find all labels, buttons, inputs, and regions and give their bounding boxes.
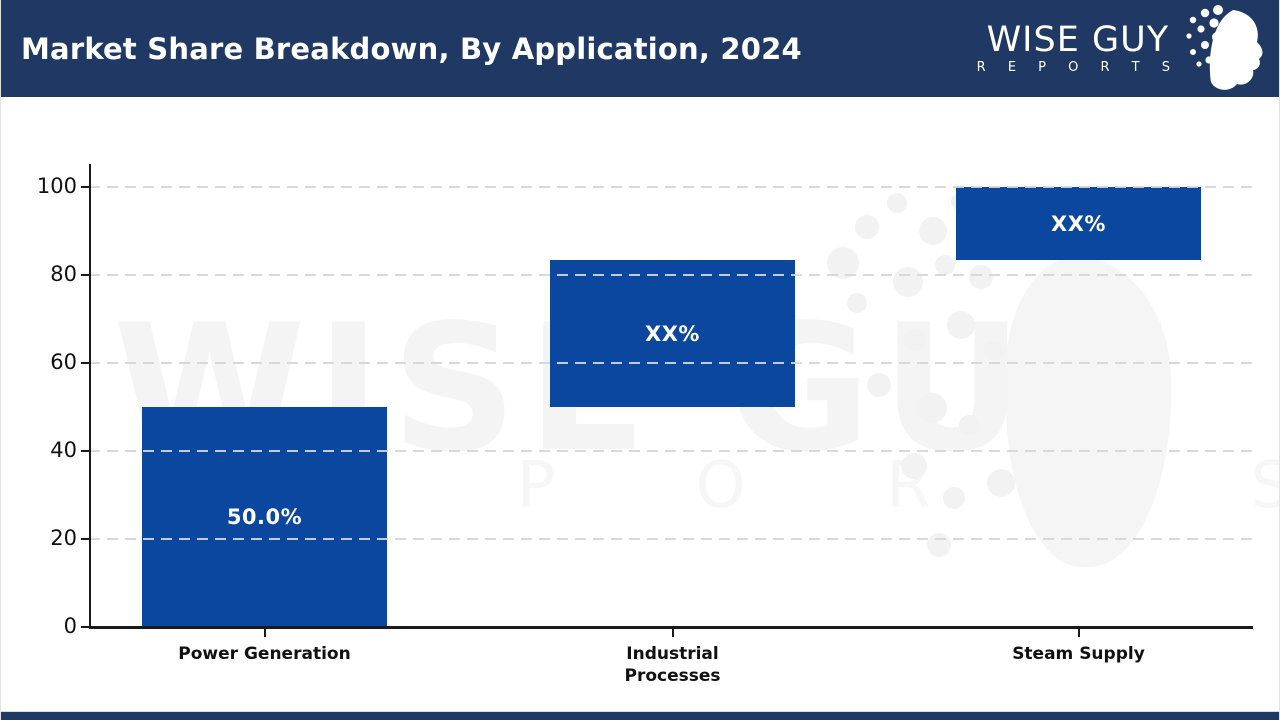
y-tick-label-60: 60 xyxy=(50,349,77,374)
gridline-60 xyxy=(89,361,1256,364)
y-tick-100 xyxy=(81,186,89,188)
logo-subtitle: R E P O R T S xyxy=(976,60,1179,76)
watermark-dot xyxy=(919,217,947,245)
y-tick-label-40: 40 xyxy=(50,437,77,462)
watermark-dot xyxy=(927,533,951,557)
header-bar: Market Share Breakdown, By Application, … xyxy=(1,0,1279,97)
y-tick-label-0: 0 xyxy=(63,613,77,638)
watermark-dot xyxy=(917,393,947,423)
y-tick-40 xyxy=(81,449,89,452)
watermark-dot xyxy=(969,265,993,289)
watermark-dot xyxy=(903,329,925,351)
x-category-label-steam-supply: Steam Supply xyxy=(1012,643,1145,664)
gridline-40 xyxy=(89,449,1256,452)
footer-bar xyxy=(1,712,1279,720)
chart-plot-area: WISE GUY R E P O R T S 0 20 40 60 80 100 50.0%… xyxy=(1,97,1279,712)
bar-industrial-processes: XX% xyxy=(550,260,795,407)
watermark-dot xyxy=(855,215,879,239)
bar-value-label: XX% xyxy=(1051,211,1106,236)
x-axis xyxy=(89,625,1253,629)
watermark-dot xyxy=(867,373,891,397)
wise-guy-reports-logo: WISE GUY R E P O R T S xyxy=(976,4,1279,94)
watermark-dot xyxy=(959,415,979,435)
gridline-80 xyxy=(89,273,1256,276)
x-tick-3 xyxy=(1077,628,1080,637)
y-tick-0 xyxy=(81,625,89,628)
x-category-label-industrial-processes: Industrial Processes xyxy=(624,643,721,686)
page-title: Market Share Breakdown, By Application, … xyxy=(21,31,802,66)
y-tick-label-100: 100 xyxy=(36,174,77,198)
watermark-face-silhouette xyxy=(1006,257,1171,567)
logo-wordmark: WISE GUY xyxy=(986,19,1170,60)
bar-value-label: XX% xyxy=(645,321,700,346)
y-axis xyxy=(89,164,91,628)
bar-value-label: 50.0% xyxy=(226,504,303,529)
bottom-divider xyxy=(1,711,1279,712)
watermark-dot xyxy=(901,453,927,479)
watermark-dot xyxy=(943,487,965,509)
gridline-20 xyxy=(89,537,1256,540)
bar-power-generation: 50.0% xyxy=(142,406,387,627)
watermark-dot xyxy=(983,341,1003,361)
x-category-label-power-generation: Power Generation xyxy=(178,643,351,664)
watermark-dot xyxy=(887,193,907,213)
y-tick-80 xyxy=(81,273,89,276)
x-tick-1 xyxy=(263,628,266,637)
watermark-dot xyxy=(947,311,975,339)
watermark-dot xyxy=(893,267,923,297)
watermark-dot xyxy=(827,247,859,279)
watermark-dot xyxy=(935,255,955,275)
y-tick-label-20: 20 xyxy=(50,525,77,550)
logo-text: WISE GUY R E P O R T S xyxy=(976,19,1179,76)
logo-face-icon xyxy=(1186,4,1263,90)
y-tick-60 xyxy=(81,361,89,364)
watermark-dot xyxy=(987,469,1015,497)
gridline-100 xyxy=(89,186,1256,188)
bar-steam-supply: XX% xyxy=(956,187,1201,261)
watermark-dot xyxy=(847,293,867,313)
x-tick-2 xyxy=(671,628,674,637)
y-tick-20 xyxy=(81,537,89,540)
y-tick-label-80: 80 xyxy=(50,261,77,286)
